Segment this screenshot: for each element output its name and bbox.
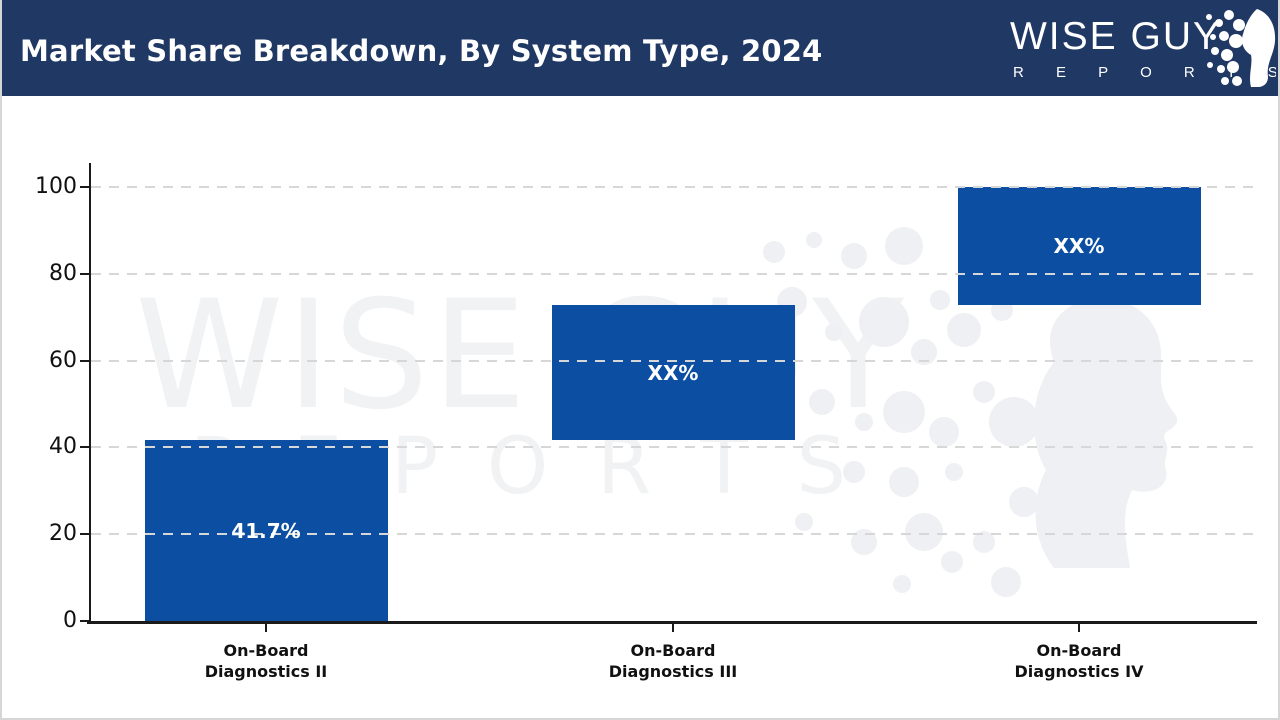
x-axis-tick bbox=[265, 624, 267, 632]
y-axis-tick-label: 80 bbox=[49, 260, 77, 286]
y-axis-tick-label: 60 bbox=[49, 347, 77, 373]
y-axis-tick bbox=[80, 620, 89, 622]
x-axis-category-line: On-Board bbox=[630, 641, 716, 660]
gridline-y40 bbox=[91, 446, 1255, 449]
y-axis-tick bbox=[80, 446, 89, 449]
logo-subtext: R E P O R T S bbox=[1013, 64, 1276, 81]
y-axis-tick-label: 40 bbox=[49, 434, 77, 460]
gridline-y60 bbox=[91, 359, 1255, 362]
x-axis-tick bbox=[1078, 624, 1080, 632]
x-axis-category-line: Diagnostics III bbox=[608, 662, 738, 681]
bar-value-label: XX% bbox=[647, 360, 699, 385]
page-title: Market Share Breakdown, By System Type, … bbox=[20, 34, 823, 68]
x-axis-tick bbox=[672, 624, 674, 632]
y-axis-tick bbox=[80, 359, 89, 362]
x-axis-category-label: On-Board Diagnostics II bbox=[106, 640, 426, 682]
x-axis-category-line: Diagnostics IV bbox=[1014, 662, 1144, 681]
bar-segment bbox=[144, 440, 388, 621]
gridline-y100 bbox=[91, 186, 1255, 188]
y-axis-tick-label: 0 bbox=[63, 608, 77, 633]
y-axis-tick bbox=[80, 533, 89, 536]
bar-value-label: 41.7% bbox=[231, 518, 301, 543]
gridline-y80 bbox=[91, 272, 1255, 275]
y-axis-tick bbox=[80, 272, 89, 275]
x-axis-category-line: Diagnostics II bbox=[204, 662, 328, 681]
x-axis-category-label: On-Board Diagnostics IV bbox=[919, 640, 1239, 682]
bar-value-label: XX% bbox=[1053, 234, 1105, 259]
y-axis-tick-label: 100 bbox=[35, 174, 77, 199]
logo-wordmark: WISE GUY bbox=[1010, 15, 1221, 58]
x-axis-category-line: On-Board bbox=[223, 641, 309, 660]
y-axis-tick-label: 20 bbox=[49, 521, 77, 547]
y-axis-tick bbox=[80, 186, 89, 188]
wise-guy-reports-logo: WISE GUY R E P O R T S bbox=[1010, 9, 1276, 87]
bar-segment bbox=[551, 305, 795, 440]
x-axis-category-label: On-Board Diagnostics III bbox=[513, 640, 833, 682]
y-axis-spine bbox=[89, 163, 91, 624]
logo-dotted-head-icon bbox=[1206, 9, 1276, 87]
bar-segment bbox=[957, 187, 1201, 306]
header-banner: Market Share Breakdown, By System Type, … bbox=[2, 0, 1278, 96]
x-axis-category-line: On-Board bbox=[1036, 641, 1122, 660]
gridline-y20 bbox=[91, 533, 1255, 536]
x-axis-spine bbox=[87, 621, 1257, 624]
